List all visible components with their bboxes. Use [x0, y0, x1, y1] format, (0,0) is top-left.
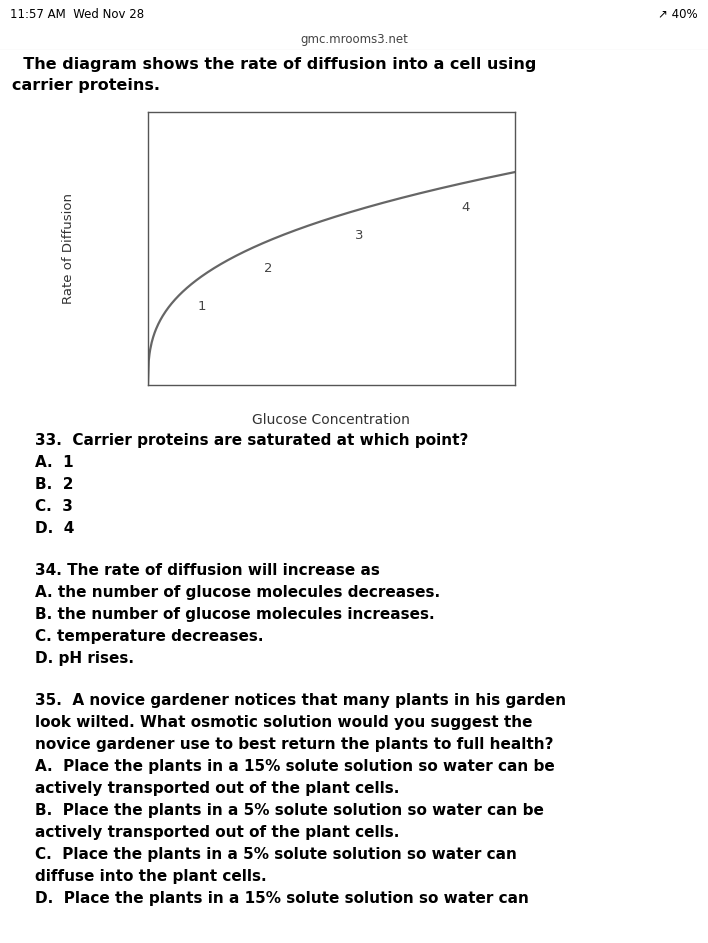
Text: 34. The rate of diffusion will increase as: 34. The rate of diffusion will increase … [35, 563, 380, 578]
Text: D. pH rises.: D. pH rises. [35, 651, 134, 666]
Text: ↗ 40%: ↗ 40% [658, 8, 698, 21]
Text: A.  Place the plants in a 15% solute solution so water can be: A. Place the plants in a 15% solute solu… [35, 759, 555, 774]
Text: diffuse into the plant cells.: diffuse into the plant cells. [35, 869, 267, 884]
Text: novice gardener use to best return the plants to full health?: novice gardener use to best return the p… [35, 737, 554, 752]
Text: B. the number of glucose molecules increases.: B. the number of glucose molecules incre… [35, 607, 435, 622]
Text: 2: 2 [263, 261, 272, 274]
Text: Rate of Diffusion: Rate of Diffusion [62, 192, 74, 304]
Text: B.  Place the plants in a 5% solute solution so water can be: B. Place the plants in a 5% solute solut… [35, 803, 544, 818]
Text: 4: 4 [462, 201, 470, 214]
Text: carrier proteins.: carrier proteins. [12, 78, 160, 93]
Text: 33.  Carrier proteins are saturated at which point?: 33. Carrier proteins are saturated at wh… [35, 433, 469, 448]
Text: 1: 1 [198, 300, 206, 313]
Text: Glucose Concentration: Glucose Concentration [252, 413, 410, 427]
Text: gmc.mrooms3.net: gmc.mrooms3.net [300, 32, 408, 45]
Text: 11:57 AM  Wed Nov 28: 11:57 AM Wed Nov 28 [10, 8, 144, 21]
Text: C.  Place the plants in a 5% solute solution so water can: C. Place the plants in a 5% solute solut… [35, 847, 517, 862]
Text: actively transported out of the plant cells.: actively transported out of the plant ce… [35, 781, 399, 796]
Text: A. the number of glucose molecules decreases.: A. the number of glucose molecules decre… [35, 585, 440, 600]
Text: C.  3: C. 3 [35, 499, 73, 514]
Text: 35.  A novice gardener notices that many plants in his garden: 35. A novice gardener notices that many … [35, 693, 566, 708]
Text: A.  1: A. 1 [35, 455, 74, 470]
Text: look wilted. What osmotic solution would you suggest the: look wilted. What osmotic solution would… [35, 715, 532, 730]
Text: C. temperature decreases.: C. temperature decreases. [35, 629, 263, 644]
Text: The diagram shows the rate of diffusion into a cell using: The diagram shows the rate of diffusion … [12, 57, 537, 72]
Text: actively transported out of the plant cells.: actively transported out of the plant ce… [35, 825, 399, 840]
Text: D.  Place the plants in a 15% solute solution so water can: D. Place the plants in a 15% solute solu… [35, 891, 529, 906]
Text: B.  2: B. 2 [35, 477, 74, 492]
Text: D.  4: D. 4 [35, 521, 74, 536]
Text: 3: 3 [355, 228, 364, 241]
